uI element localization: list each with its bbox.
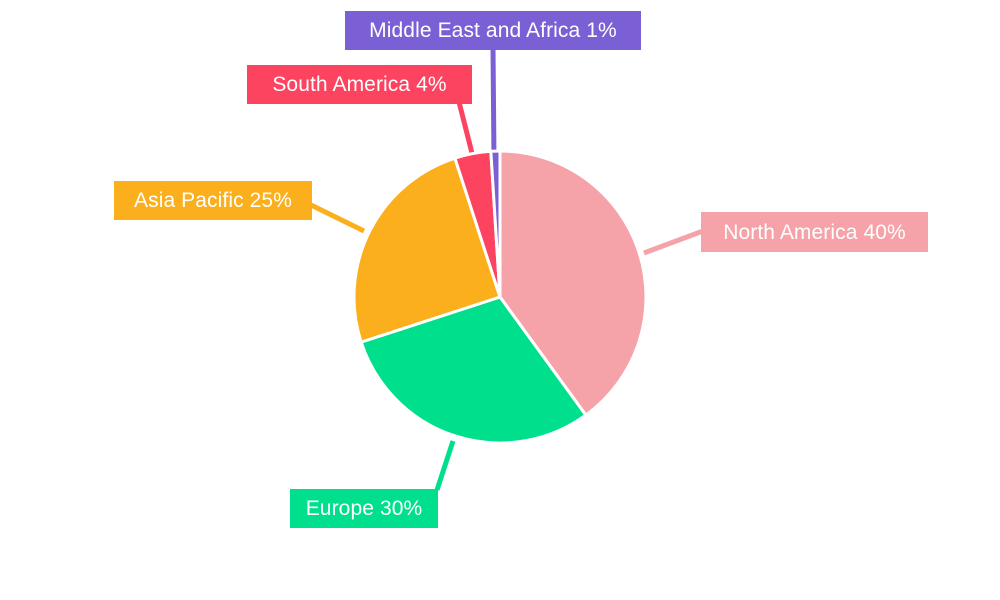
pie-label-europe[interactable]: Europe 30% — [290, 489, 438, 528]
pie-slice-europe[interactable] — [359, 295, 588, 445]
pie-label-south-america[interactable]: South America 4% — [247, 65, 472, 104]
pie-label-asia-pacific[interactable]: Asia Pacific 25% — [114, 181, 312, 220]
leader-line-middle-east-africa — [490, 47, 497, 161]
leader-line-north-america — [643, 228, 704, 256]
pie-label-north-america[interactable]: North America 40% — [701, 212, 928, 252]
pie-slice-asia-pacific[interactable] — [352, 156, 502, 344]
pie-slices — [352, 149, 648, 445]
leader-line-asia-pacific — [309, 202, 366, 234]
pie-slice-north-america[interactable] — [498, 149, 648, 417]
leader-lines — [309, 47, 704, 491]
leader-line-europe — [434, 440, 456, 491]
pie-slice-middle-east-africa[interactable] — [489, 149, 502, 299]
leader-line-south-america — [456, 101, 477, 162]
pie-label-middle-east-africa[interactable]: Middle East and Africa 1% — [345, 11, 641, 50]
